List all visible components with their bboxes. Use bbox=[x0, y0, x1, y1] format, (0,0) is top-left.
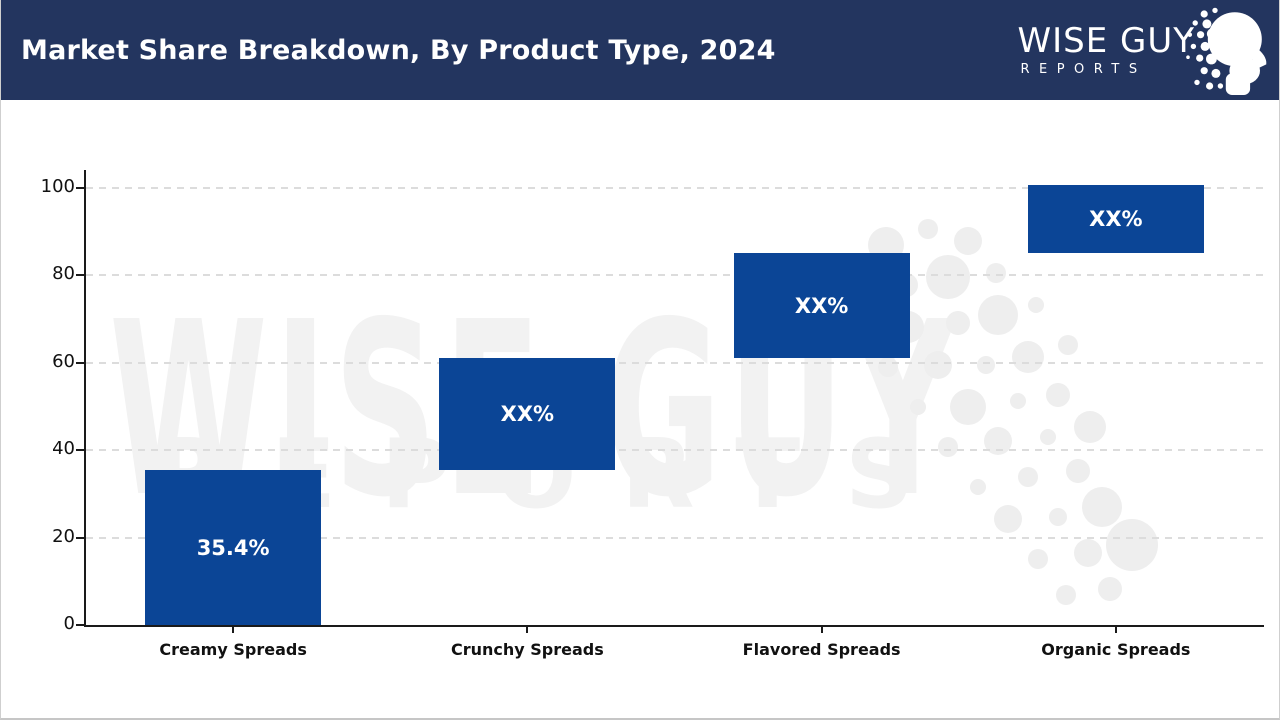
bar-flavored-spreads: XX% bbox=[733, 253, 910, 359]
bar-creamy-spreads: 35.4% bbox=[145, 470, 322, 625]
gridline-60 bbox=[86, 361, 1263, 364]
y-tick-label-0: 0 bbox=[63, 613, 75, 634]
chart-title: Market Share Breakdown, By Product Type,… bbox=[21, 34, 776, 66]
x-category-label-organic-spreads: Organic Spreads bbox=[1041, 640, 1191, 659]
logo-wordmark: WISE GUY REPORTS bbox=[1017, 24, 1195, 77]
bar-value-label: XX% bbox=[1089, 207, 1143, 232]
x-tick-mark-flavored-spreads bbox=[820, 625, 823, 633]
y-tick-mark-80 bbox=[76, 274, 85, 276]
y-tick-label-80: 80 bbox=[52, 263, 75, 284]
bar-organic-spreads: XX% bbox=[1027, 185, 1204, 254]
wiseguy-logo: WISE GUY REPORTS bbox=[1017, 5, 1271, 95]
bar-value-label: XX% bbox=[500, 402, 555, 427]
header-bar: Market Share Breakdown, By Product Type,… bbox=[1, 0, 1279, 100]
bar-value-label: 35.4% bbox=[196, 535, 270, 560]
y-tick-mark-20 bbox=[76, 536, 85, 539]
y-tick-label-40: 40 bbox=[52, 438, 75, 459]
y-tick-mark-60 bbox=[76, 361, 85, 364]
gridline-100 bbox=[86, 186, 1263, 189]
x-category-label-crunchy-spreads: Crunchy Spreads bbox=[450, 640, 604, 659]
y-tick-label-20: 20 bbox=[52, 525, 75, 547]
y-tick-label-60: 60 bbox=[52, 350, 75, 372]
x-category-label-flavored-spreads: Flavored Spreads bbox=[742, 640, 901, 659]
y-tick-mark-0 bbox=[76, 624, 85, 626]
gridline-20 bbox=[86, 536, 1263, 539]
gridline-80 bbox=[86, 274, 1263, 276]
x-tick-mark-creamy-spreads bbox=[232, 625, 235, 633]
logo-reports-text: REPORTS bbox=[1020, 61, 1147, 77]
y-tick-label-100: 100 bbox=[40, 175, 75, 197]
bar-value-label: XX% bbox=[794, 293, 849, 318]
watermark-dots-head bbox=[860, 219, 1158, 605]
logo-head-icon bbox=[1186, 7, 1267, 95]
logo-wiseguy-text: WISE GUY bbox=[1017, 20, 1195, 61]
y-tick-mark-40 bbox=[76, 449, 85, 451]
chart-area: WISE GUY REPORTS 0 20 40 60 80 100 35.4% Creamy… bbox=[1, 100, 1279, 718]
x-axis-line bbox=[84, 625, 1264, 627]
y-tick-mark-100 bbox=[76, 186, 85, 189]
gridline-40 bbox=[86, 449, 1263, 451]
bar-crunchy-spreads: XX% bbox=[439, 358, 616, 471]
x-tick-mark-crunchy-spreads bbox=[526, 625, 529, 633]
x-tick-mark-organic-spreads bbox=[1114, 625, 1117, 633]
y-axis-line bbox=[84, 170, 86, 627]
x-category-label-creamy-spreads: Creamy Spreads bbox=[159, 640, 307, 659]
